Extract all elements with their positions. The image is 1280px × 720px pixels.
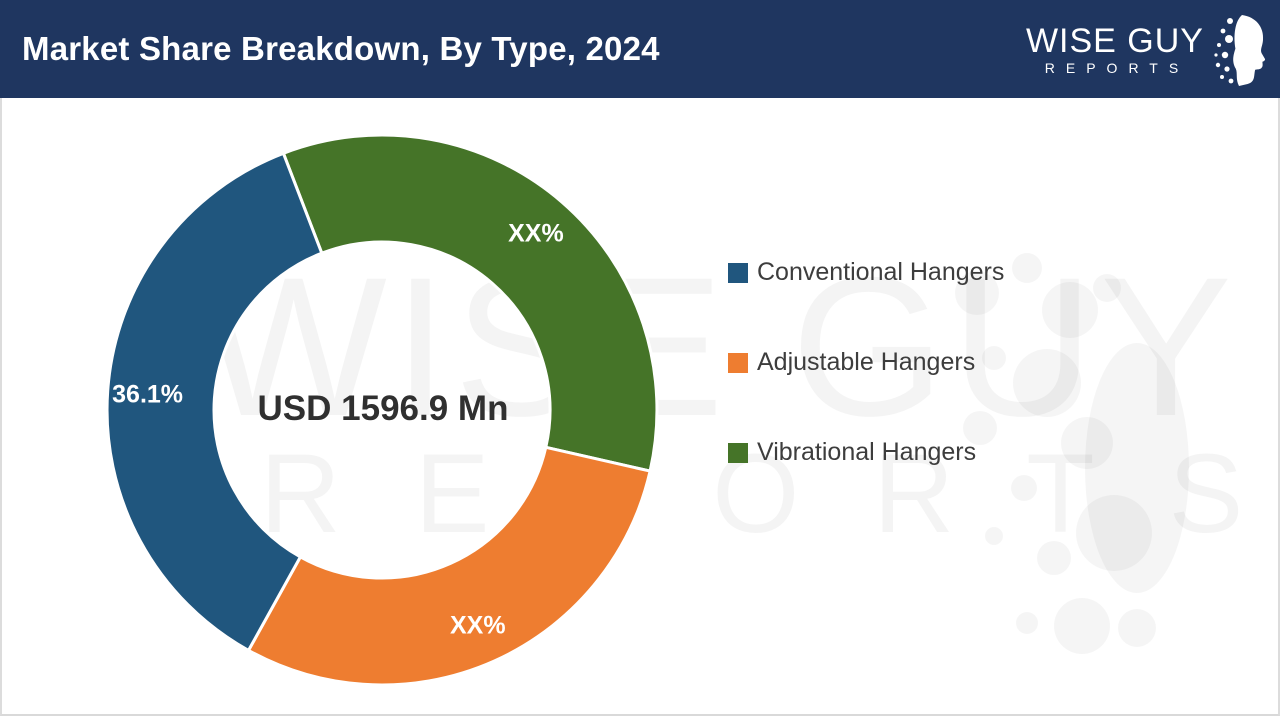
legend-swatch-icon bbox=[728, 262, 748, 283]
wise-guy-logo-face-icon bbox=[1214, 15, 1266, 86]
legend-swatch-icon bbox=[728, 442, 748, 463]
report-header: Market Share Breakdown, By Type, 2024 WI… bbox=[0, 0, 1280, 98]
wise-guy-logo: WISE GUY REPORTS bbox=[1026, 9, 1266, 89]
segment-value-label: XX% bbox=[508, 219, 564, 247]
logo-subtext: REPORTS bbox=[1044, 59, 1190, 76]
donut-segment-conventional-hangers bbox=[105, 151, 324, 652]
legend-item-conventional-hangers: Conventional Hangers bbox=[728, 258, 1004, 287]
segment-value-label: 36.1% bbox=[112, 381, 183, 409]
legend-item-adjustable-hangers: Adjustable Hangers bbox=[728, 348, 975, 377]
legend-item-label: Adjustable Hangers bbox=[757, 348, 976, 376]
segment-value-label: XX% bbox=[450, 612, 506, 640]
donut-segment-adjustable-hangers bbox=[247, 445, 652, 687]
logo-wordmark: WISE GUY bbox=[1025, 21, 1204, 60]
legend-swatch-icon bbox=[728, 352, 748, 373]
chart-center-value: USD 1596.9 Mn bbox=[257, 389, 509, 428]
page-title: Market Share Breakdown, By Type, 2024 bbox=[22, 30, 660, 67]
legend-item-label: Conventional Hangers bbox=[757, 258, 1005, 286]
legend-item-label: Vibrational Hangers bbox=[757, 438, 977, 466]
donut-segment-vibrational-hangers bbox=[281, 133, 659, 473]
legend-item-vibrational-hangers: Vibrational Hangers bbox=[728, 438, 976, 467]
